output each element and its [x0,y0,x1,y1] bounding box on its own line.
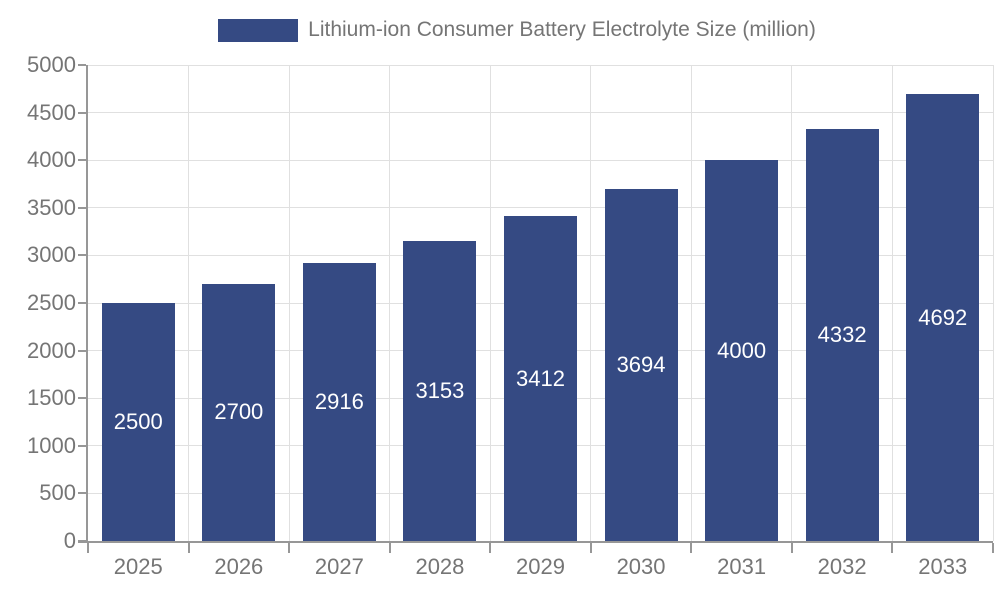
bar-value-label: 2500 [113,409,163,434]
y-tick-label: 1000 [27,432,76,458]
y-tick-label: 3500 [27,194,76,220]
bar-value-label: 3412 [516,365,565,391]
x-tick-label: 2029 [516,554,565,579]
y-axis-tick [78,349,86,352]
x-axis-tick [690,543,693,553]
y-axis-tick [78,302,86,304]
x-axis-tick [288,543,291,553]
y-tick-label: 0 [63,528,76,553]
x-tick-label: 2027 [314,554,364,579]
y-axis-tick [78,159,86,162]
plot-area: 2500 2700 2916 3153 3412 3694 4000 4332 4692 [78,64,994,553]
x-axis-tick [87,543,89,553]
bar-value-label: 2700 [214,399,264,425]
y-tick-label: 1500 [27,385,76,411]
bar-2025: 2500 [101,303,175,541]
x-gridline [791,65,793,541]
bar-value-label: 2916 [314,389,364,415]
x-gridline [389,65,391,541]
bar-2028: 3153 [403,240,477,541]
y-gridline [88,207,993,209]
y-axis-tick [78,492,86,495]
y-gridline [88,112,993,114]
y-tick-label: 2000 [27,337,76,363]
bar-2029: 3412 [504,216,577,541]
bar-value-label: 4000 [717,337,767,363]
legend-label: Lithium-ion Consumer Battery Electrolyte… [308,18,816,41]
bar-value-label: 4332 [817,321,867,347]
x-tick-label: 2032 [817,554,867,579]
bar-2031: 4000 [705,160,779,541]
y-tick-label: 5000 [27,52,76,77]
x-tick-label: 2025 [113,554,163,579]
x-tick-label: 2031 [717,554,767,579]
x-tick-label: 2033 [918,554,968,579]
y-tick-label: 500 [39,480,76,506]
y-axis-tick [78,111,86,114]
y-axis-tick [78,444,86,447]
x-axis-tick [489,543,492,553]
y-gridline [88,64,993,66]
x-tick-label: 2028 [415,554,465,579]
y-axis-tick [78,64,86,66]
x-tick-label: 2030 [616,554,666,579]
x-gridline [489,65,491,541]
x-axis-tick [589,543,592,553]
x-axis-tick [790,543,793,553]
bar-value-label: 3694 [616,352,666,378]
bar-2026: 2700 [202,283,276,541]
x-axis-line [78,541,993,543]
legend-swatch [218,18,299,42]
x-axis-tick [992,543,994,553]
x-gridline [590,65,592,541]
y-axis-tick [78,206,86,209]
x-gridline [188,65,190,541]
x-gridline [690,65,692,541]
bar-2032: 4332 [805,128,879,541]
x-axis-tick [187,543,190,553]
x-axis-tick [891,543,894,553]
y-tick-label: 4500 [27,99,76,125]
x-gridline [891,65,893,541]
x-gridline [992,65,994,541]
y-gridline [88,159,993,161]
x-axis-tick [388,543,391,553]
y-axis-tick [78,254,86,257]
y-axis-tick [78,397,86,400]
bar-2027: 2916 [302,263,376,541]
bar-value-label: 3153 [415,377,465,403]
chart-legend: Lithium-ion Consumer Battery Electrolyte… [0,18,1000,42]
bar-2030: 3694 [604,189,678,541]
y-tick-label: 3000 [27,242,76,268]
y-tick-label: 2500 [27,290,76,315]
bar-2033: 4692 [906,94,980,541]
x-gridline [288,65,290,541]
y-tick-label: 4000 [27,147,76,173]
y-axis-line [86,65,88,541]
y-axis-tick [78,540,86,542]
x-tick-label: 2026 [214,554,264,579]
bar-value-label: 4692 [918,304,968,330]
